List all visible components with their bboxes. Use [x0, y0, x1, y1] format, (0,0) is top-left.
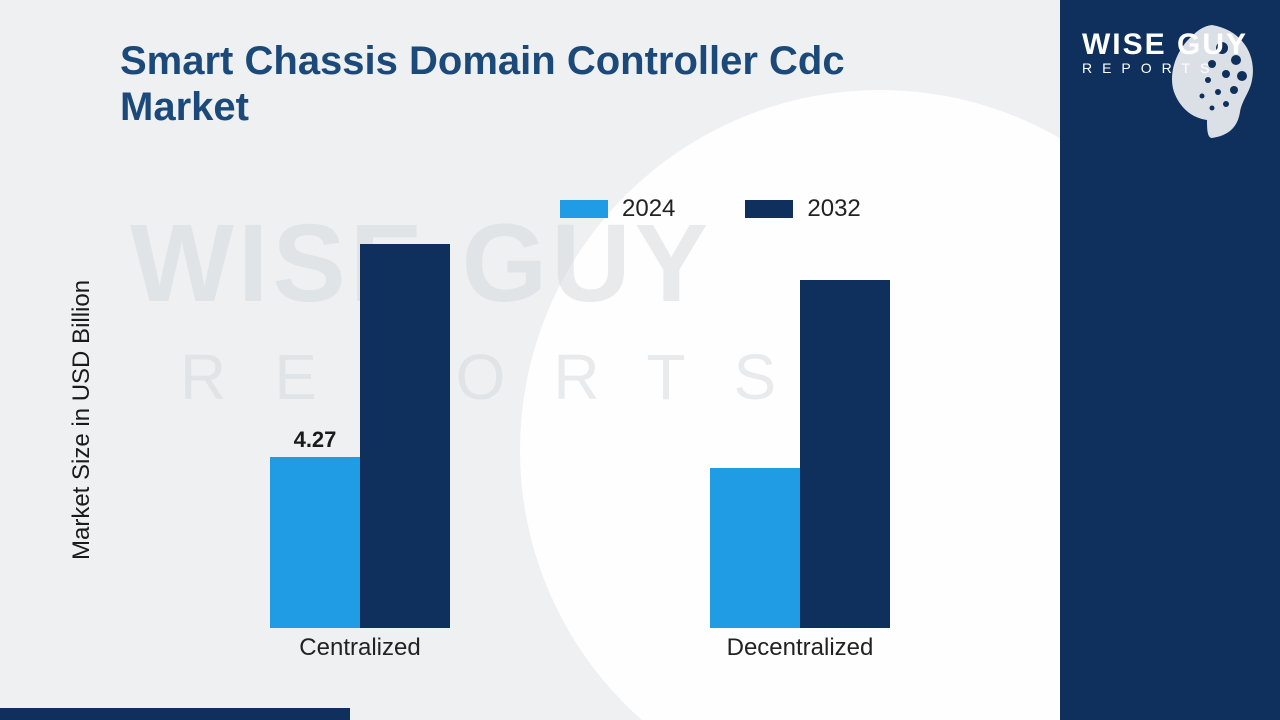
bar	[360, 244, 450, 628]
bar	[800, 280, 890, 628]
brand-logo: WISE GUY REPORTS	[1082, 28, 1248, 76]
legend-label-2032: 2032	[807, 195, 860, 223]
plot-area: 4.27CentralizedDecentralized	[270, 228, 980, 628]
footer-accent-bar	[0, 708, 350, 720]
bar-group	[710, 280, 890, 628]
logo-text-1: WISE GUY	[1082, 28, 1248, 62]
x-category-label: Centralized	[270, 628, 450, 662]
legend-swatch-2032	[745, 200, 793, 218]
bar	[270, 457, 360, 628]
legend-swatch-2024	[560, 200, 608, 218]
legend-item-2024: 2024	[560, 195, 675, 223]
bar-group	[270, 244, 450, 628]
legend-label-2024: 2024	[622, 195, 675, 223]
legend: 2024 2032	[560, 195, 861, 223]
x-category-label: Decentralized	[710, 628, 890, 662]
y-axis-label: Market Size in USD Billion	[68, 280, 96, 560]
chart-canvas: WISE GUY REPORTS Smart Chassis Domain Co…	[0, 0, 1280, 720]
bar	[710, 468, 800, 628]
chart-title: Smart Chassis Domain Controller Cdc Mark…	[120, 38, 880, 130]
logo-text-2: REPORTS	[1082, 60, 1248, 76]
legend-item-2032: 2032	[745, 195, 860, 223]
